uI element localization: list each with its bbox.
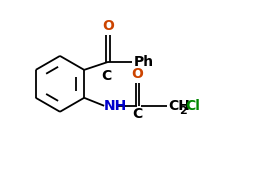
Text: O: O bbox=[102, 19, 114, 33]
Text: NH: NH bbox=[104, 99, 128, 113]
Text: Ph: Ph bbox=[133, 55, 154, 69]
Text: 2: 2 bbox=[179, 106, 186, 116]
Text: CH: CH bbox=[168, 99, 190, 113]
Text: Cl: Cl bbox=[185, 99, 200, 113]
Text: O: O bbox=[132, 67, 143, 81]
Text: C: C bbox=[132, 107, 143, 121]
Text: C: C bbox=[102, 69, 112, 83]
